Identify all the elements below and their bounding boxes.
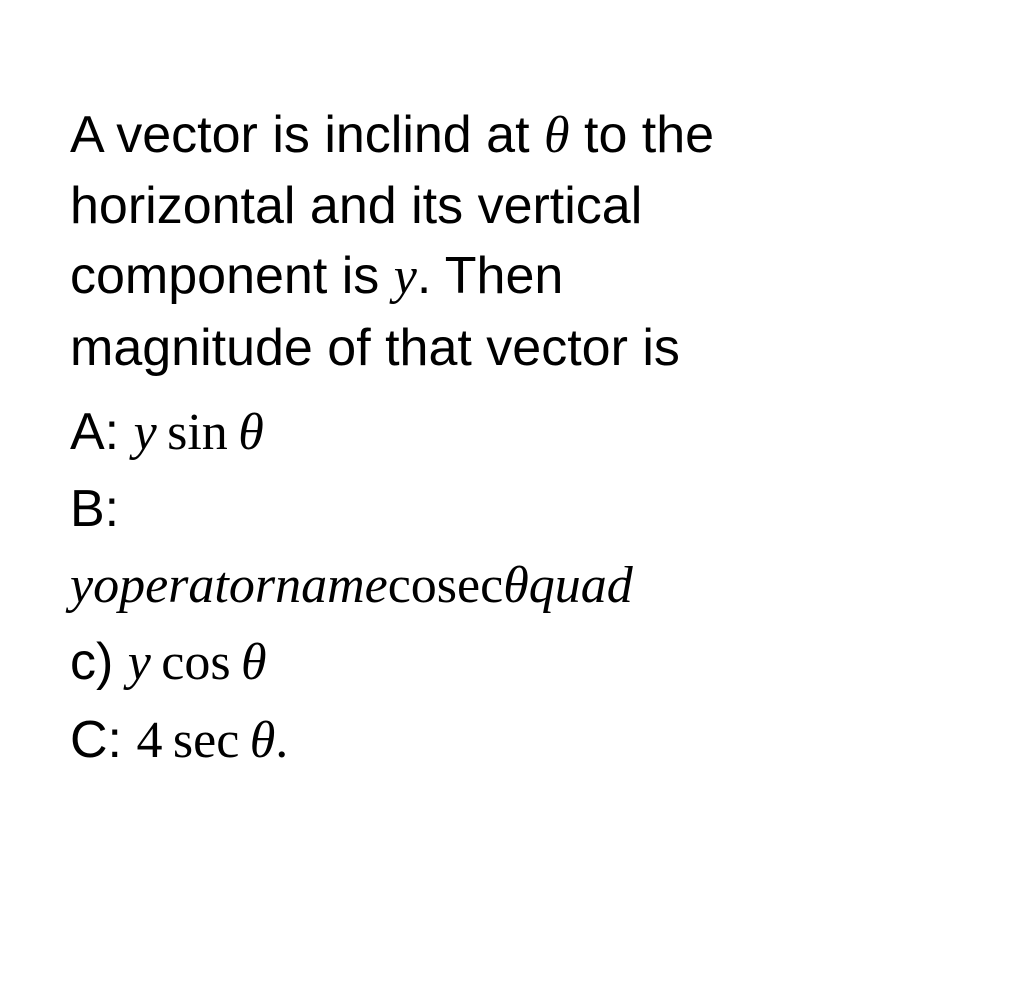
option-b-label: B: <box>70 480 119 538</box>
option-c-upper-dot: . <box>275 712 288 769</box>
question-text: A vector is inclind at θ to the horizont… <box>70 100 964 383</box>
q-line2: horizontal and its vertical <box>70 177 642 235</box>
option-c-upper: C: 4 sec θ. <box>70 705 964 776</box>
option-c-upper-label: C: <box>70 711 122 769</box>
option-c-upper-expr: 4 sec θ. <box>136 712 288 769</box>
option-c-upper-fn: sec <box>173 712 239 769</box>
q-line3-post: . Then <box>417 247 563 305</box>
option-b-mid: cosec <box>388 557 503 614</box>
q-theta: θ <box>544 107 570 164</box>
option-c-lower-label: c) <box>70 633 113 691</box>
option-c-lower-expr: y cos θ <box>128 634 267 691</box>
option-a-label: A: <box>70 403 119 461</box>
options-block: A: y sin θ B: yoperatornamecosecθquad c)… <box>70 397 964 776</box>
option-c-lower-y: y <box>128 634 151 691</box>
option-b-theta: θquad <box>503 557 633 614</box>
option-a-expr: y sin θ <box>134 404 264 461</box>
option-b-expr: yoperatornamecosecθquad <box>70 557 633 614</box>
option-a-theta: θ <box>238 404 264 461</box>
q-line1-post: to the <box>570 106 715 164</box>
option-a-fn: sin <box>167 404 228 461</box>
option-a: A: y sin θ <box>70 397 964 468</box>
option-c-lower-theta: θ <box>241 634 267 691</box>
option-b: B: <box>70 474 964 544</box>
q-line1-pre: A vector is inclind at <box>70 106 544 164</box>
option-b-expr-row: yoperatornamecosecθquad <box>70 550 964 621</box>
option-c-upper-theta: θ <box>250 712 276 769</box>
option-c-upper-num: 4 <box>136 712 162 769</box>
option-c-lower: c) y cos θ <box>70 627 964 698</box>
option-a-y: y <box>134 404 157 461</box>
option-b-pre: yoperatorname <box>70 557 388 614</box>
q-line3-pre: component is <box>70 247 394 305</box>
q-y: y <box>394 248 417 305</box>
q-line4: magnitude of that vector is <box>70 319 680 377</box>
page: A vector is inclind at θ to the horizont… <box>0 0 1024 836</box>
option-c-lower-fn: cos <box>161 634 230 691</box>
